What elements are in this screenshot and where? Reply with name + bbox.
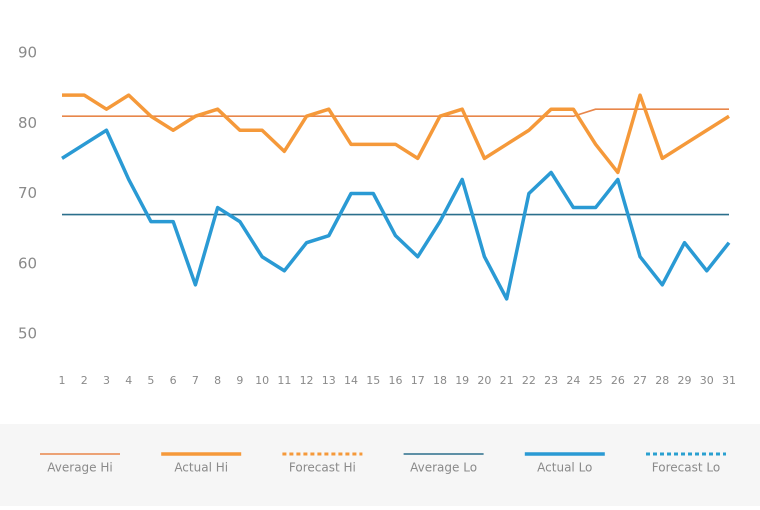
- x-tick-label: 25: [589, 374, 603, 387]
- y-tick-label: 90: [18, 44, 37, 62]
- legend-label: Actual Lo: [537, 461, 592, 475]
- x-tick-label: 11: [277, 374, 291, 387]
- x-tick-label: 23: [544, 374, 558, 387]
- x-tick-label: 17: [411, 374, 425, 387]
- x-tick-label: 9: [236, 374, 243, 387]
- x-tick-label: 30: [700, 374, 714, 387]
- legend-background: [0, 424, 760, 506]
- x-tick-label: 1: [59, 374, 66, 387]
- x-tick-label: 22: [522, 374, 536, 387]
- legend-label: Forecast Lo: [652, 461, 720, 475]
- x-tick-label: 5: [147, 374, 154, 387]
- x-tick-label: 12: [300, 374, 314, 387]
- x-tick-label: 29: [678, 374, 692, 387]
- x-tick-label: 28: [655, 374, 669, 387]
- series-line: [61, 128, 731, 301]
- legend-label: Average Hi: [47, 461, 112, 475]
- y-tick-label: 70: [18, 184, 37, 202]
- y-tick-label: 50: [18, 325, 37, 343]
- x-tick-label: 14: [344, 374, 358, 387]
- x-tick-label: 13: [322, 374, 336, 387]
- x-tick-label: 6: [170, 374, 177, 387]
- x-tick-label: 18: [433, 374, 447, 387]
- x-tick-label: 19: [455, 374, 469, 387]
- x-tick-label: 31: [722, 374, 736, 387]
- x-tick-label: 4: [125, 374, 132, 387]
- series-line: [62, 108, 729, 118]
- x-tick-label: 8: [214, 374, 221, 387]
- legend-label: Average Lo: [410, 461, 477, 475]
- y-tick-label: 80: [18, 114, 37, 132]
- x-tick-label: 27: [633, 374, 647, 387]
- legend-label: Actual Hi: [174, 461, 228, 475]
- x-tick-label: 16: [389, 374, 403, 387]
- x-tick-label: 15: [366, 374, 380, 387]
- x-tick-label: 10: [255, 374, 269, 387]
- x-tick-label: 24: [566, 374, 580, 387]
- x-tick-label: 20: [477, 374, 491, 387]
- x-tick-label: 26: [611, 374, 625, 387]
- legend-label: Forecast Hi: [289, 461, 356, 475]
- x-tick-label: 21: [500, 374, 514, 387]
- x-tick-label: 2: [81, 374, 88, 387]
- x-tick-label: 7: [192, 374, 199, 387]
- x-tick-label: 3: [103, 374, 110, 387]
- y-tick-label: 60: [18, 254, 37, 272]
- series-line: [62, 93, 730, 175]
